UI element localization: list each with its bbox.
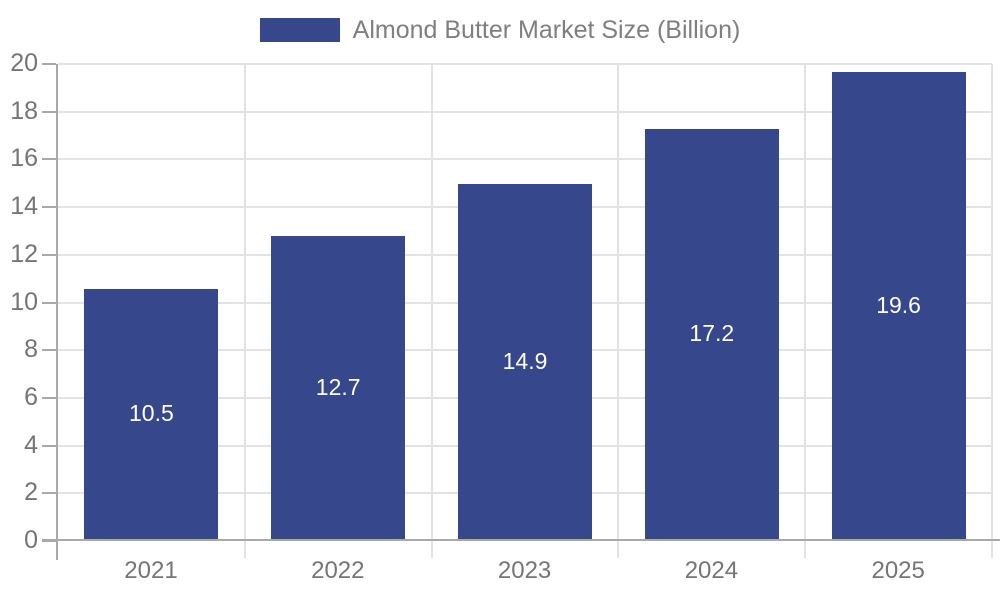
y-axis-tick: [42, 301, 56, 304]
gridline-x: [991, 64, 993, 558]
bar: 14.9: [458, 183, 592, 539]
bar-value-label: 19.6: [876, 291, 921, 318]
y-tick-label: 8: [24, 335, 38, 364]
y-axis-tick: [42, 158, 56, 161]
x-tick-label: 2023: [497, 557, 552, 584]
y-tick-label: 18: [10, 96, 38, 125]
y-axis-tick: [42, 63, 56, 65]
bar-value-label: 14.9: [502, 347, 548, 374]
y-tick-label: 0: [24, 526, 38, 554]
y-axis-tick: [42, 492, 56, 495]
y-tick-label: 12: [10, 239, 38, 268]
legend-swatch: [259, 18, 340, 42]
x-tick-label: 2025: [871, 557, 925, 584]
y-axis-line: [56, 64, 58, 560]
plot-area: 0 2 4 6 8 10 12 14 16 18 20 10.5 12.7 14.9 17.2 19.6 202…: [10, 51, 1000, 583]
gridline-x: [243, 64, 246, 558]
gridline-y: [58, 63, 992, 65]
gridline-x: [804, 64, 807, 558]
y-axis-tick: [42, 540, 56, 542]
bar: 10.5: [84, 288, 219, 539]
y-axis-tick: [42, 444, 56, 447]
bar-value-label: 12.7: [315, 374, 361, 401]
bar: 12.7: [271, 236, 406, 539]
legend-label: Almond Butter Market Size (Billion): [352, 16, 741, 44]
x-tick-label: 2024: [684, 557, 739, 584]
x-tick-label: 2021: [124, 557, 178, 584]
x-axis-line: [42, 539, 1000, 541]
y-tick-label: 20: [10, 49, 38, 77]
y-tick-label: 14: [10, 192, 38, 221]
y-tick-label: 4: [24, 430, 38, 459]
y-tick-label: 6: [24, 382, 38, 411]
bar: 19.6: [831, 71, 966, 539]
y-axis-tick: [42, 253, 56, 256]
y-tick-label: 10: [10, 287, 38, 316]
y-tick-label: 16: [10, 144, 38, 173]
gridline-y: [58, 110, 992, 113]
y-axis-tick: [42, 349, 56, 352]
gridline-x: [617, 64, 620, 558]
bar-value-label: 10.5: [129, 400, 174, 427]
gridline-x: [430, 64, 433, 558]
legend: Almond Butter Market Size (Billion): [0, 16, 1000, 44]
gridline-y: [58, 158, 992, 161]
bar-value-label: 17.2: [689, 320, 735, 347]
bar: 17.2: [644, 128, 779, 539]
y-axis-tick: [42, 396, 56, 399]
y-tick-label: 2: [24, 478, 38, 507]
x-tick-label: 2022: [311, 557, 365, 584]
y-axis-tick: [42, 110, 56, 113]
y-axis-tick: [42, 206, 56, 209]
